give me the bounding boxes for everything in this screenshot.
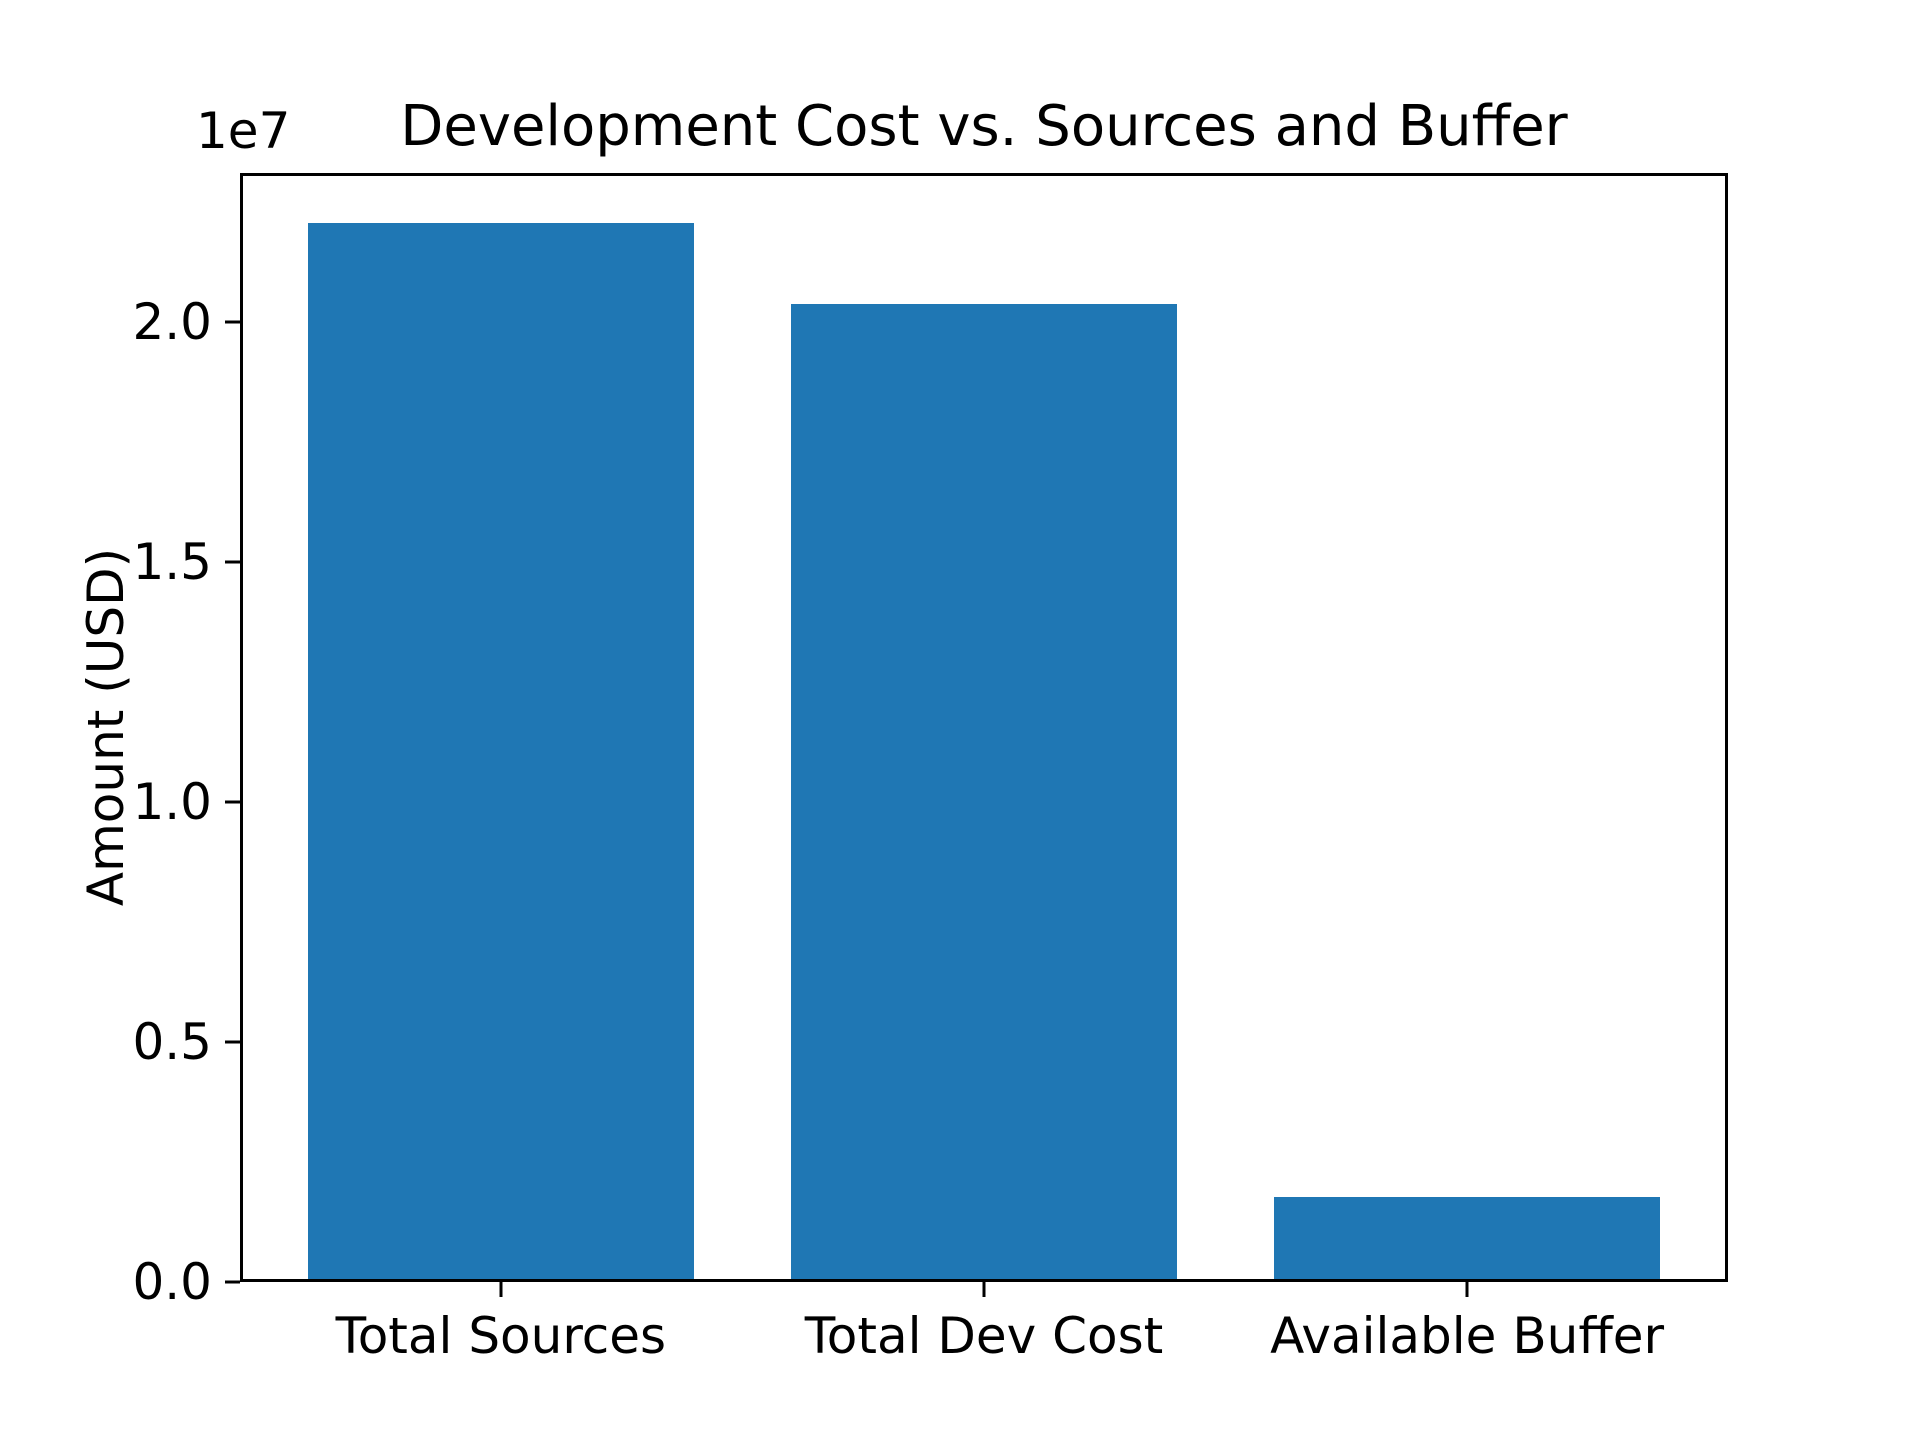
- x-tick-mark: [1465, 1282, 1469, 1297]
- y-tick-label: 0.0: [132, 1253, 212, 1311]
- y-tick-label: 0.5: [132, 1012, 212, 1071]
- plot-area: [240, 173, 1728, 1282]
- bar-total-dev-cost: [790, 304, 1178, 1279]
- y-tick-label: 1.5: [132, 532, 212, 591]
- x-tick-mark: [499, 1282, 503, 1297]
- x-tick-label-available-buffer: Available Buffer: [1270, 1307, 1665, 1365]
- y-tick-mark: [225, 320, 240, 324]
- y-axis-label: Amount (USD): [77, 547, 135, 907]
- bar-total-sources: [307, 222, 695, 1279]
- y-axis-offset-label: 1e7: [196, 102, 291, 160]
- y-tick-mark: [225, 560, 240, 564]
- x-tick-label-total-sources: Total Sources: [335, 1307, 667, 1365]
- x-tick-mark: [982, 1282, 986, 1297]
- y-tick-mark: [225, 1280, 240, 1284]
- y-tick-mark: [225, 800, 240, 804]
- y-tick-label: 1.0: [132, 772, 212, 831]
- bar-available-buffer: [1273, 1197, 1661, 1279]
- chart-title: Development Cost vs. Sources and Buffer: [400, 94, 1568, 159]
- y-tick-mark: [225, 1040, 240, 1044]
- y-tick-label: 2.0: [132, 292, 212, 351]
- x-tick-label-total-dev-cost: Total Dev Cost: [804, 1307, 1164, 1365]
